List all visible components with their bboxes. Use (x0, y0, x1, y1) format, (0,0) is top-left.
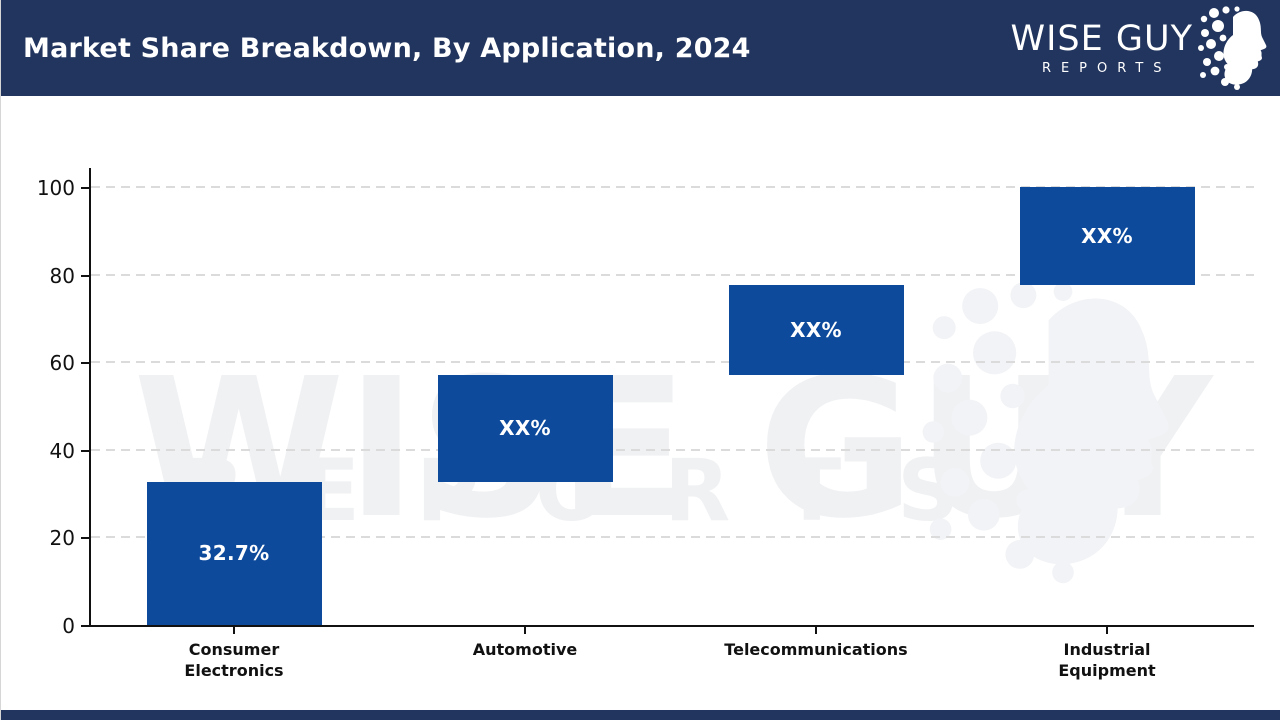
category-label-line: Consumer (188, 640, 280, 659)
y-axis-line (89, 168, 91, 627)
footer-bar (1, 710, 1280, 720)
category-label-line: Equipment (1058, 661, 1156, 680)
gridline (91, 361, 1254, 364)
gridline (91, 186, 1254, 188)
y-tick-mark (81, 449, 89, 452)
y-tick-label: 40 (49, 438, 75, 463)
watermark-head-icon (922, 282, 1169, 584)
logo-head-icon (1198, 6, 1267, 90)
chart-area: WISE GUY REPORTS 0 20 40 60 80 100 32.7% XX% XX%… (1, 96, 1280, 710)
x-tick-mark (524, 627, 526, 634)
category-label: Consumer Electronics (94, 639, 374, 681)
header-bar: Market Share Breakdown, By Application, … (1, 0, 1280, 96)
y-tick-mark (81, 362, 89, 365)
y-tick-label: 100 (36, 176, 75, 200)
y-tick-label: 20 (49, 526, 75, 551)
y-tick-label: 60 (49, 351, 75, 376)
page-title: Market Share Breakdown, By Application, … (23, 32, 751, 64)
x-axis-line (89, 625, 1254, 627)
y-tick-mark (81, 625, 89, 627)
category-label-line: Automotive (472, 640, 578, 659)
y-tick-label: 80 (49, 263, 75, 288)
y-tick-mark (81, 537, 89, 540)
logo: WISE GUY REPORTS (1010, 0, 1267, 96)
bar-value-label: 32.7% (198, 541, 270, 566)
gridline (91, 448, 1254, 451)
x-tick-mark (233, 627, 235, 634)
bar-segment: 32.7% (146, 481, 322, 625)
category-label-line: Electronics (184, 661, 284, 680)
logo-subtitle: REPORTS (1041, 61, 1172, 76)
category-label: Automotive (385, 639, 665, 660)
x-tick-mark (1106, 627, 1108, 634)
bar-segment: XX% (437, 374, 613, 482)
y-tick-mark (81, 187, 89, 189)
gridline (91, 273, 1254, 276)
x-tick-mark (815, 627, 817, 634)
bar-segment: XX% (1019, 187, 1195, 286)
bar-value-label: XX% (1081, 224, 1133, 249)
category-label-line: Industrial (1063, 640, 1151, 659)
gridline (91, 536, 1254, 539)
bar-value-label: XX% (499, 416, 551, 441)
category-label-line: Telecommunications (724, 640, 908, 659)
y-tick-label: 0 (62, 614, 75, 638)
category-label: Industrial Equipment (967, 639, 1247, 681)
logo-wordmark: WISE GUY (1010, 19, 1193, 59)
category-label: Telecommunications (676, 639, 956, 660)
bar-value-label: XX% (790, 318, 842, 342)
bar-segment: XX% (728, 285, 904, 375)
y-tick-mark (81, 274, 89, 277)
logo-text: WISE GUY REPORTS (1010, 20, 1193, 76)
